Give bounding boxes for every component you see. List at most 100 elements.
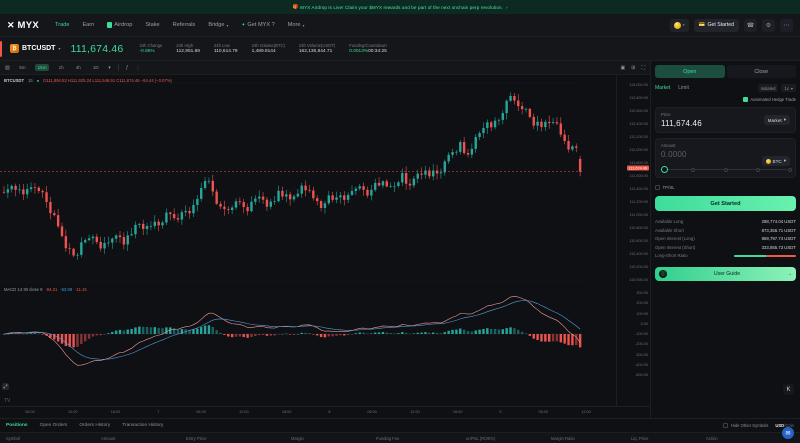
info-label: Available Long	[655, 219, 684, 224]
slider-tick-100[interactable]	[788, 167, 792, 172]
info-available-short: Available Short 873,356.71 USDT	[655, 228, 796, 233]
timeframe-1h[interactable]: 1h	[58, 65, 64, 70]
amount-unit-selector[interactable]: BTC ▾	[761, 156, 790, 166]
user-guide-button[interactable]: ⓘ User Guide →	[655, 267, 796, 281]
amount-field[interactable]: Amount 0.0000 BTC ▾	[655, 138, 796, 178]
automated-hedge-checkbox[interactable]	[742, 97, 748, 102]
last-price: 111,674.46	[70, 42, 124, 55]
leverage-chip[interactable]: 1x ▾	[781, 84, 796, 92]
btc-icon: ₿	[10, 44, 19, 53]
tab-positions[interactable]: Positions	[6, 423, 28, 428]
price-value: 111,674.46	[661, 119, 702, 128]
indicators-icon[interactable]: ƒ	[125, 64, 129, 71]
ohlc-values: O111,894.53 H111,925.24 L111,546.51 C111…	[43, 78, 172, 83]
nav-item-stake[interactable]: Stake	[145, 22, 159, 28]
macd-value-1: -94.21	[45, 287, 58, 292]
amount-label: Amount	[661, 143, 676, 148]
nav-item-more[interactable]: More ▾	[288, 22, 305, 28]
price-axis-label: 111,400.00	[629, 187, 648, 191]
open-close-tabs: Open Close	[655, 65, 796, 78]
connect-wallet-button[interactable]: 💳 Get Started	[693, 18, 739, 32]
info-label: Long-Short Ratio	[655, 253, 688, 258]
price-mode-selector[interactable]: Market ▾	[763, 115, 790, 125]
amount-input[interactable]: 0.0000	[661, 150, 687, 159]
hide-other-symbols-toggle[interactable]: Hide Other Symbols	[723, 423, 768, 428]
price-axis-label: 110,400.00	[629, 252, 648, 256]
time-axis-label: 12:00	[68, 410, 78, 414]
price-axis[interactable]: 113,000.00 112,800.00 112,600.00 112,400.00…	[616, 75, 650, 406]
nav-item-trade[interactable]: Trade	[55, 22, 69, 28]
arrow-right-icon: →	[787, 271, 792, 277]
gear-icon[interactable]: ⚙	[762, 18, 775, 32]
get-started-button[interactable]: Get Started	[655, 196, 796, 211]
more-icon[interactable]: ⋯	[780, 18, 793, 32]
leverage-label: 1x	[784, 85, 789, 91]
stat-funding-countdown: Funding/Countdown 0.0013%00:34:25	[349, 43, 387, 55]
slider-tick-50[interactable]	[723, 167, 728, 172]
support-chat-button[interactable]: ✉	[782, 427, 794, 439]
price-axis-label: 110,600.00	[629, 239, 648, 243]
layout-icon[interactable]: ⊞	[631, 64, 636, 71]
timeframe-1d[interactable]: 1D	[92, 65, 99, 70]
nav-item-bridge[interactable]: Bridge ▾	[208, 22, 228, 28]
candle-type-icon[interactable]: ▧	[5, 64, 10, 71]
tab-transaction-history[interactable]: Transaction History	[122, 423, 164, 428]
nav-item-referrals[interactable]: Referrals	[173, 22, 196, 28]
stat-label: 24h Change	[139, 42, 163, 48]
hide-other-symbols-checkbox[interactable]	[723, 423, 729, 428]
tab-close[interactable]: Close	[726, 65, 796, 78]
macd-axis-label: -500.00	[635, 373, 648, 377]
timeframe-4h[interactable]: 4h	[75, 65, 81, 70]
macd-axis-label: -300.00	[635, 352, 648, 357]
funding-countdown: 00:34:25	[368, 49, 387, 55]
tradingview-logo[interactable]: TV	[4, 398, 11, 404]
gift-icon: 🎁	[292, 4, 299, 9]
logo[interactable]: ✕ MYX	[7, 20, 39, 31]
chart-canvas[interactable]: BTCUSDT 15 ● O111,894.53 H111,925.24 L11…	[0, 75, 650, 406]
tab-open-orders[interactable]: Open Orders	[39, 423, 68, 428]
camera-icon[interactable]: ▣	[620, 64, 626, 71]
order-type-market[interactable]: Market	[655, 85, 671, 91]
tab-open[interactable]: Open	[655, 65, 725, 78]
nav-item-earn[interactable]: Earn	[82, 22, 94, 28]
stat-label: 24h Volume(USDT)	[298, 42, 336, 48]
slider-tick-75[interactable]	[755, 167, 760, 172]
unit-usd[interactable]: USD	[775, 423, 785, 428]
chart-settings-icon[interactable]: ⋮	[135, 64, 141, 71]
chevron-down-icon: ▾	[58, 46, 61, 51]
tab-orders-history[interactable]: Orders History	[79, 423, 111, 428]
time-axis[interactable]: 06:00 12:00 18:00 7 06:00 12:00 18:00 8 06:00 12:…	[0, 406, 650, 418]
tpsl-checkbox[interactable]	[655, 185, 660, 190]
slider-tick-25[interactable]	[691, 167, 696, 172]
chevron-down-icon[interactable]: ▾	[108, 64, 111, 71]
amount-slider[interactable]	[661, 166, 792, 173]
nav-item-airdrop[interactable]: Airdrop	[107, 22, 132, 28]
amount-unit-chip[interactable]: BTC ▾	[761, 156, 790, 166]
price-axis-label: 112,600.00	[629, 109, 648, 113]
order-type-limit[interactable]: Limit	[678, 85, 689, 91]
nav-label: Referrals	[172, 22, 196, 28]
chevron-down-icon: ▾	[790, 85, 793, 91]
automated-hedge-row[interactable]: Automated Hedge Trade	[655, 97, 796, 102]
unit-toggle[interactable]: USD / Coin	[775, 423, 794, 428]
funding-rate: 0.0013%	[349, 49, 369, 55]
headset-icon[interactable]: ☎	[744, 18, 757, 32]
timeframe-5m[interactable]: 5m	[19, 65, 26, 70]
price-field[interactable]: Price 111,674.46 Market ▾	[655, 107, 796, 133]
nav-item-get-myx[interactable]: ✦ Get MYX ?	[242, 22, 275, 28]
network-selector[interactable]: ▾	[669, 18, 689, 32]
price-axis-label: 113,000.00	[629, 83, 648, 87]
slider-knob[interactable]	[661, 166, 668, 173]
announcement-banner[interactable]: 🎁 MYX Airdrop is Live! Claim your $MYX r…	[0, 0, 800, 14]
margin-mode-chip[interactable]: Isolated	[757, 84, 779, 92]
keyboard-shortcut-badge[interactable]: K	[783, 384, 794, 395]
price-mode-chip[interactable]: Market ▾	[763, 115, 790, 125]
fullscreen-icon[interactable]: ⛶	[641, 64, 645, 71]
unit-coin[interactable]: Coin	[785, 423, 794, 428]
tpsl-row[interactable]: TP/SL	[655, 185, 796, 190]
symbol-selector[interactable]: ₿ BTCUSDT ▾	[10, 44, 60, 53]
expand-chart-button[interactable]: ⤢	[2, 383, 9, 390]
info-value: 869,797.74 USDT	[761, 236, 796, 241]
timeframe-15m[interactable]: 15m	[35, 64, 50, 71]
info-value: 333,855.73 USDT	[761, 244, 796, 250]
